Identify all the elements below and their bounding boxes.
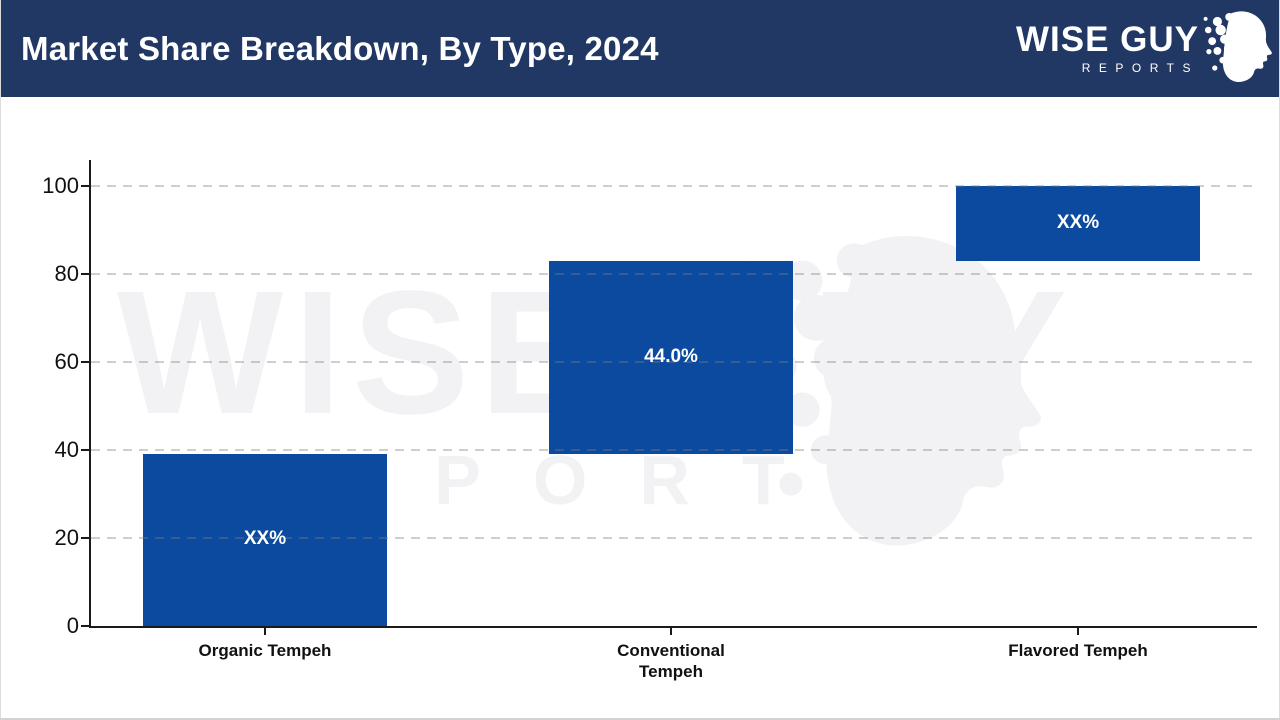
x-tick-label-conventional-tempeh: Conventional Tempeh <box>617 641 725 682</box>
page-title: Market Share Breakdown, By Type, 2024 <box>21 29 659 67</box>
x-tick-mark <box>670 628 672 635</box>
y-tick-label: 60 <box>54 349 79 374</box>
y-tick-label: 100 <box>42 173 79 198</box>
bar-label-flavored-tempeh: XX% <box>1056 211 1100 233</box>
wise-guy-face-icon <box>1203 6 1275 92</box>
y-tick-label: 40 <box>54 437 79 462</box>
y-tick-mark <box>81 625 89 627</box>
y-tick-mark <box>81 185 89 187</box>
y-axis-line <box>89 160 91 628</box>
y-tick-mark <box>81 361 89 363</box>
y-tick-mark <box>81 449 89 451</box>
gridline <box>91 449 1257 451</box>
y-tick-mark <box>81 537 89 539</box>
gridline <box>91 361 1257 363</box>
gridline <box>91 537 1257 539</box>
gridline <box>91 273 1257 275</box>
y-tick-mark <box>81 273 89 275</box>
bar-label-organic-tempeh: XX% <box>243 528 287 549</box>
gridline <box>91 185 1257 187</box>
logo-subtitle: REPORTS <box>1081 60 1199 75</box>
x-tick-mark <box>1077 628 1079 635</box>
x-axis-line <box>89 626 1257 628</box>
y-tick-label: 20 <box>54 525 79 550</box>
bar-organic-tempeh <box>143 454 387 626</box>
logo-wordmark: WISE GUY <box>1015 20 1199 60</box>
logo-text: WISE GUY REPORTS <box>1015 20 1199 75</box>
wise-guy-reports-logo: WISE GUY REPORTS <box>1016 0 1275 97</box>
x-tick-mark <box>264 628 266 635</box>
bar-label-conventional-tempeh: 44.0% <box>644 345 698 367</box>
y-tick-label: 80 <box>54 261 79 286</box>
y-tick-label: 0 <box>66 613 79 638</box>
x-tick-label-organic-tempeh: Organic Tempeh <box>198 641 332 660</box>
x-tick-label-flavored-tempeh: Flavored Tempeh <box>1008 641 1148 660</box>
header-bar: Market Share Breakdown, By Type, 2024 WI… <box>1 0 1279 97</box>
